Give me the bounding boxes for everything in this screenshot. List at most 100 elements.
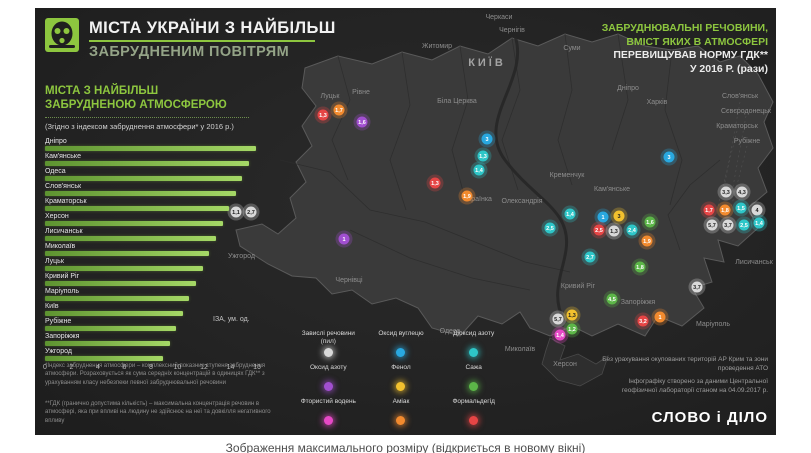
legend-label: Сажа bbox=[465, 364, 482, 371]
map-city-label: КИЇВ bbox=[468, 56, 506, 69]
bar-row: Ужгород bbox=[45, 348, 275, 361]
map-marker-no2: 2,7 bbox=[581, 248, 599, 266]
bar-row: Лисичанськ bbox=[45, 228, 275, 241]
legend-dot-co bbox=[396, 348, 406, 357]
svg-text:4: 4 bbox=[755, 208, 759, 214]
bar bbox=[45, 235, 216, 241]
main-title: МІСТА УКРАЇНИ З НАЙБІЛЬШ bbox=[89, 19, 336, 37]
axis-tick: 8 bbox=[149, 363, 153, 371]
map-heading-line: ПЕРЕВИЩУВАВ НОРМУ ГДК** bbox=[613, 49, 768, 62]
svg-text:2,5: 2,5 bbox=[595, 228, 603, 234]
map-city-label: Дніпро bbox=[617, 84, 639, 92]
map-city-label: Маріуполь bbox=[696, 320, 730, 328]
legend-item-no2: Діоксид азоту bbox=[442, 330, 505, 357]
svg-text:1,3: 1,3 bbox=[431, 181, 439, 187]
axis-tick: 12 bbox=[200, 363, 208, 371]
map-marker-ammonia: 1,7 bbox=[330, 101, 348, 119]
bar-row: Слов'янськ bbox=[45, 183, 275, 196]
map-marker-formaldehyde: 1,3 bbox=[314, 106, 332, 124]
map-marker-dust: 5,7 bbox=[549, 310, 567, 328]
svg-text:1,9: 1,9 bbox=[643, 239, 651, 245]
bar bbox=[45, 280, 197, 286]
bar-city-label: Одеса bbox=[45, 167, 66, 175]
map-marker-no: 1,6 bbox=[353, 113, 371, 131]
pollutant-legend: Завислі речовини (пил) Оксид вуглецю Діокс… bbox=[297, 330, 505, 425]
bar-city-label: Запоріжжя bbox=[45, 332, 80, 340]
bar-city-label: Кривий Ріг bbox=[45, 272, 80, 280]
legend-label: Фенол bbox=[391, 364, 411, 371]
map-city-label: Луцьк bbox=[321, 93, 341, 100]
bar bbox=[45, 295, 190, 301]
map-city-label: Кам'янське bbox=[594, 186, 630, 193]
bar-row: Кам'янське bbox=[45, 153, 275, 166]
svg-text:1,2: 1,2 bbox=[568, 327, 576, 333]
legend-label: Завислі речовини (пил) bbox=[301, 330, 355, 345]
svg-text:3: 3 bbox=[485, 137, 488, 143]
map-heading-line: ЗАБРУДНЮВАЛЬНІ РЕЧОВИНИ, bbox=[601, 22, 768, 34]
map-marker-ammonia: 1,9 bbox=[638, 232, 656, 250]
svg-text:1,8: 1,8 bbox=[721, 208, 729, 214]
bar-row: Кривий Ріг bbox=[45, 273, 275, 286]
legend-label: Фтористий водень bbox=[300, 398, 356, 405]
legend-item-formaldehyde: Формальдегід bbox=[442, 398, 505, 425]
svg-text:3: 3 bbox=[617, 214, 620, 220]
map-marker-no2: 2,5 bbox=[735, 216, 753, 234]
map-marker-co: 3 bbox=[660, 148, 678, 166]
map-marker-no2: 2,5 bbox=[541, 219, 559, 237]
bar-row: Луцьк bbox=[45, 258, 275, 271]
map-city-label: Рівне bbox=[352, 88, 370, 96]
axis-tick: 2 bbox=[69, 363, 74, 371]
svg-text:1,8: 1,8 bbox=[636, 265, 644, 271]
bar-row: Краматорськ bbox=[45, 198, 275, 211]
bar-row: Запоріжжя bbox=[45, 333, 275, 346]
map-marker-dust: 3,3 bbox=[717, 183, 735, 201]
map-heading-line: У 2016 Р. (рази) bbox=[689, 62, 768, 75]
svg-text:3,3: 3,3 bbox=[722, 190, 730, 196]
bar-city-label: Ужгород bbox=[45, 347, 72, 355]
map-city-label: Харків bbox=[647, 98, 668, 106]
axis-tick: 0 bbox=[43, 363, 47, 371]
legend-label: Аміак bbox=[392, 398, 410, 405]
svg-text:1,3: 1,3 bbox=[610, 229, 618, 235]
svg-text:2,5: 2,5 bbox=[740, 223, 748, 229]
svg-text:3,7: 3,7 bbox=[724, 223, 732, 229]
map-heading: ЗАБРУДНЮВАЛЬНІ РЕЧОВИНИ, ВМІСТ ЯКИХ В АТ… bbox=[602, 22, 768, 77]
map-marker-ammonia: 1,8 bbox=[716, 201, 734, 219]
axis-tick: 4 bbox=[96, 363, 100, 371]
bar bbox=[45, 190, 236, 196]
bar-city-label: Луцьк bbox=[45, 257, 64, 265]
map-marker-no2: 1,3 bbox=[474, 147, 492, 165]
bar-city-label: Рубіжне bbox=[45, 317, 72, 325]
svg-text:3,2: 3,2 bbox=[639, 319, 647, 325]
map-city-label: Слов'янськ bbox=[722, 93, 759, 100]
map-marker-co: 3 bbox=[478, 130, 496, 148]
map-marker-ammonia: 1 bbox=[651, 308, 669, 326]
ukraine-outline bbox=[235, 33, 774, 337]
map-marker-hf: 1,4 bbox=[551, 326, 569, 344]
map-marker-formaldehyde: 1,3 bbox=[426, 174, 444, 192]
fullsize-image-link[interactable]: Зображення максимального розміру (відкри… bbox=[225, 441, 586, 453]
legend-label: Оксид азоту bbox=[309, 364, 347, 371]
legend-item-ammonia: Аміак bbox=[370, 398, 433, 425]
map-city-label: Сєвєродонецьк bbox=[721, 108, 772, 115]
map-city-label: Олександрія bbox=[501, 197, 542, 205]
map-marker-dust: 1,3 bbox=[605, 222, 623, 240]
bar-city-label: Маріуполь bbox=[45, 287, 80, 295]
svg-text:1,3: 1,3 bbox=[479, 154, 487, 160]
source-line2: Інфографіку створено за даними Центральн… bbox=[621, 377, 768, 395]
legend-dot-no2 bbox=[469, 348, 479, 357]
legend-item-hf: Фтористий водень bbox=[297, 398, 360, 425]
bar-row: Одеса bbox=[45, 168, 275, 181]
map-marker-phenol: 3 bbox=[610, 207, 628, 225]
legend-dot-dust bbox=[323, 348, 333, 357]
bar-city-label: Херсон bbox=[45, 212, 69, 220]
svg-text:5,7: 5,7 bbox=[554, 317, 562, 323]
svg-text:4,3: 4,3 bbox=[738, 190, 746, 196]
source-line1: Без урахування окупованих територій АР К… bbox=[602, 356, 768, 373]
chart-title: МІСТА З НАЙБІЛЬШ ЗАБРУДНЕНОЮ АТМОСФЕРОЮ bbox=[45, 84, 249, 118]
bar bbox=[45, 355, 163, 361]
axis-tick: 14 bbox=[226, 363, 235, 371]
svg-text:3,7: 3,7 bbox=[693, 285, 701, 291]
footnote-gdk: **ГДК (гранично допустима кількість) – м… bbox=[45, 401, 271, 424]
map-marker-no2: 1,5 bbox=[732, 199, 750, 217]
